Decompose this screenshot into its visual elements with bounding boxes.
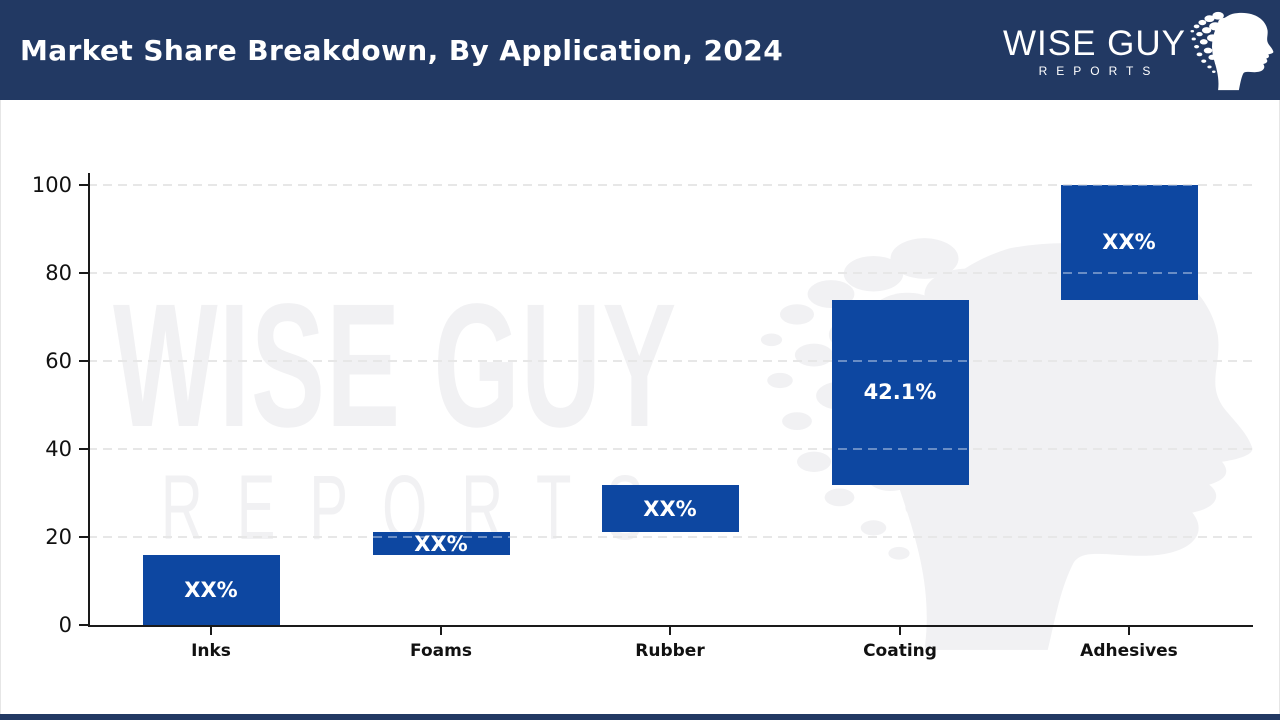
x-category-label-coating: Coating (863, 641, 937, 661)
bar-value-label: XX% (414, 531, 468, 556)
brand-logo-text: WISE GUY REPORTS (1003, 26, 1186, 77)
x-category-label-rubber: Rubber (635, 641, 705, 661)
gridline-overlay (88, 536, 1253, 538)
bar-foams (372, 532, 510, 556)
brand-logo: WISE GUY REPORTS (1003, 7, 1274, 95)
brand-name: WISE GUY (1002, 23, 1186, 63)
y-tick-mark (79, 184, 88, 186)
y-tick-label: 40 (45, 437, 72, 461)
bar-inks (142, 555, 280, 625)
bar-value-label: XX% (1102, 230, 1156, 255)
header-bar: Market Share Breakdown, By Application, … (0, 0, 1280, 100)
y-tick-label: 60 (45, 349, 72, 373)
x-tick-mark (669, 627, 671, 635)
dotted-head-profile-icon (1190, 11, 1274, 91)
bar-value-label: 42.1% (863, 380, 937, 405)
y-tick-label: 80 (45, 261, 72, 285)
x-category-label-foams: Foams (410, 641, 472, 661)
x-tick-mark (440, 627, 442, 635)
x-tick-mark (899, 627, 901, 635)
gridline-overlay (88, 448, 1253, 450)
y-tick-label: 0 (58, 613, 72, 637)
gridline (88, 272, 1253, 274)
watermark-brand-name: WISE GUY (113, 268, 678, 464)
bar-value-label: XX% (643, 496, 697, 521)
brand-subtitle: REPORTS (1038, 63, 1160, 78)
x-tick-mark (210, 627, 212, 635)
x-tick-mark (1128, 627, 1130, 635)
x-category-label-inks: Inks (191, 641, 231, 661)
gridline-overlay (88, 360, 1253, 362)
gridline (88, 184, 1253, 186)
y-axis-line (88, 173, 91, 628)
bar-value-label: XX% (184, 578, 238, 603)
y-tick-mark (79, 624, 88, 626)
bar-rubber (601, 485, 739, 533)
y-tick-label: 100 (31, 173, 72, 197)
x-category-label-adhesives: Adhesives (1080, 641, 1178, 661)
y-tick-mark (79, 448, 88, 450)
y-tick-mark (79, 536, 88, 538)
y-tick-mark (79, 272, 88, 274)
x-axis-line (88, 625, 1253, 628)
bar-adhesives (1060, 185, 1198, 300)
bar-coating (831, 299, 969, 486)
y-tick-label: 20 (45, 525, 72, 549)
page-title: Market Share Breakdown, By Application, … (20, 33, 784, 67)
gridline (88, 448, 1253, 450)
y-tick-mark (79, 360, 88, 362)
gridline-overlay (88, 272, 1253, 274)
gridline (88, 536, 1253, 538)
footer-bar (0, 714, 1280, 720)
watermark-text: WISE GUY REPORTS (113, 278, 678, 554)
gridline-overlay (88, 184, 1253, 186)
gridline (88, 360, 1253, 362)
